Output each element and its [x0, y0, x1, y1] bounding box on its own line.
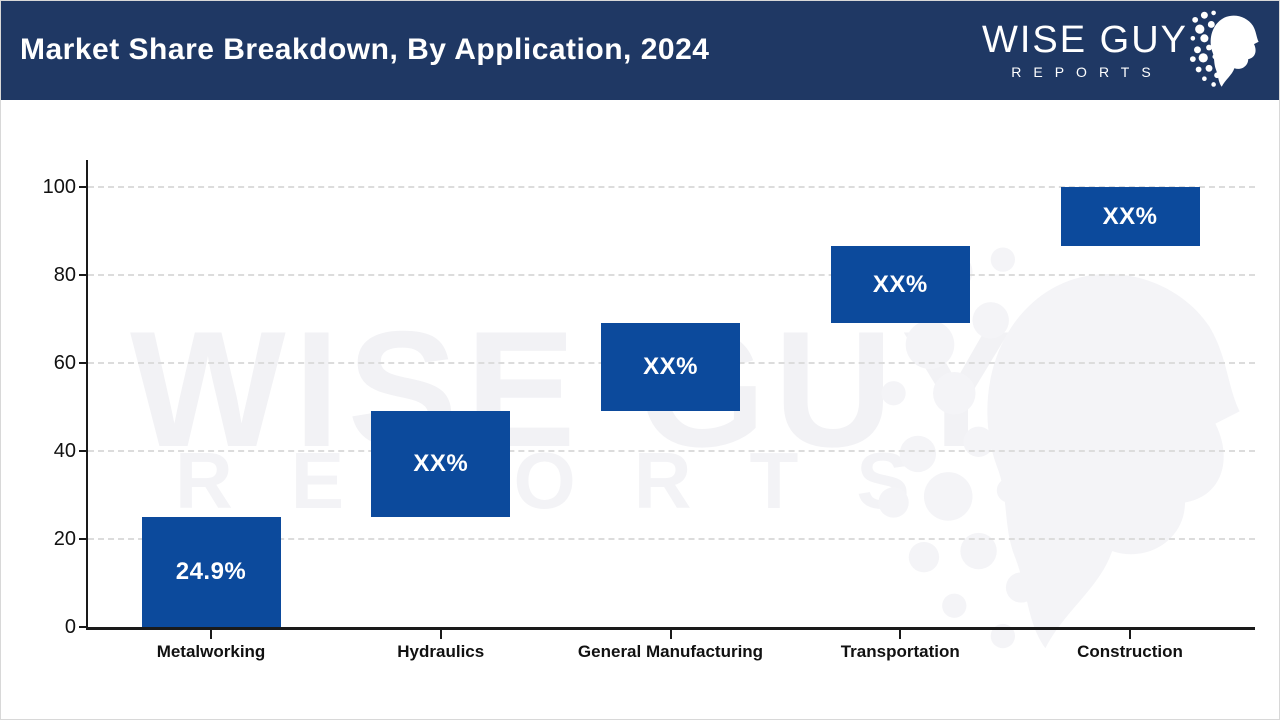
x-label-construction: Construction	[1077, 642, 1183, 661]
bar-transportation: XX%	[830, 246, 970, 324]
y-tick-60	[79, 362, 87, 364]
x-tick-general-manufacturing	[669, 630, 672, 639]
bar-value-label: XX%	[1102, 202, 1158, 230]
x-label-hydraulics: Hydraulics	[397, 642, 485, 661]
x-tick-metalworking	[210, 630, 212, 639]
bar-value-label: XX%	[872, 270, 928, 298]
y-tick-80	[79, 274, 87, 276]
x-tick-construction	[1129, 630, 1131, 639]
bar-value-label: XX%	[413, 450, 469, 478]
gridline-20	[88, 538, 1255, 540]
page-title: Market Share Breakdown, By Application, …	[20, 33, 710, 66]
bar-hydraulics: XX%	[371, 411, 511, 518]
y-tick-label-40: 40	[53, 440, 76, 462]
bar-general-manufacturing: XX%	[601, 323, 740, 412]
bar-metalworking: 24.9%	[141, 517, 281, 627]
gridline-80	[88, 274, 1255, 276]
y-tick-0	[79, 626, 87, 628]
y-tick-label-20: 20	[53, 528, 76, 550]
bar-construction: XX%	[1060, 187, 1200, 247]
header-bar: Market Share Breakdown, By Application, …	[0, 0, 1280, 100]
y-tick-label-80: 80	[53, 264, 76, 286]
x-tick-hydraulics	[439, 630, 442, 639]
logo-wordmark: WISE GUY	[981, 19, 1188, 61]
bar-value-label: XX%	[643, 353, 698, 381]
y-tick-label-0: 0	[64, 616, 76, 638]
x-label-general-manufacturing: General Manufacturing	[577, 642, 764, 661]
y-tick-label-100: 100	[42, 176, 76, 198]
y-tick-40	[79, 450, 87, 452]
x-label-metalworking: Metalworking	[156, 642, 266, 661]
x-axis-line	[86, 627, 1255, 630]
logo-face-icon	[1189, 10, 1259, 87]
logo-subtext: REPORTS	[1011, 64, 1163, 80]
gridline-40	[88, 450, 1255, 452]
y-tick-100	[79, 186, 87, 188]
y-axis-line	[86, 160, 88, 629]
gridline-100	[88, 186, 1255, 188]
chart-area: WISE GUY REPORTS 0 20 40 60 80 100 24.9% Metalw…	[0, 100, 1280, 720]
x-tick-transportation	[899, 630, 902, 639]
bar-value-label: 24.9%	[175, 558, 247, 586]
x-label-transportation: Transportation	[840, 642, 960, 661]
wiseguy-logo: WISE GUY REPORTS	[982, 4, 1266, 96]
y-tick-label-60: 60	[53, 352, 76, 374]
watermark-subtext: REPORTS	[175, 436, 968, 525]
logo-text: WISE GUY REPORTS	[982, 21, 1188, 79]
y-tick-20	[79, 538, 87, 540]
